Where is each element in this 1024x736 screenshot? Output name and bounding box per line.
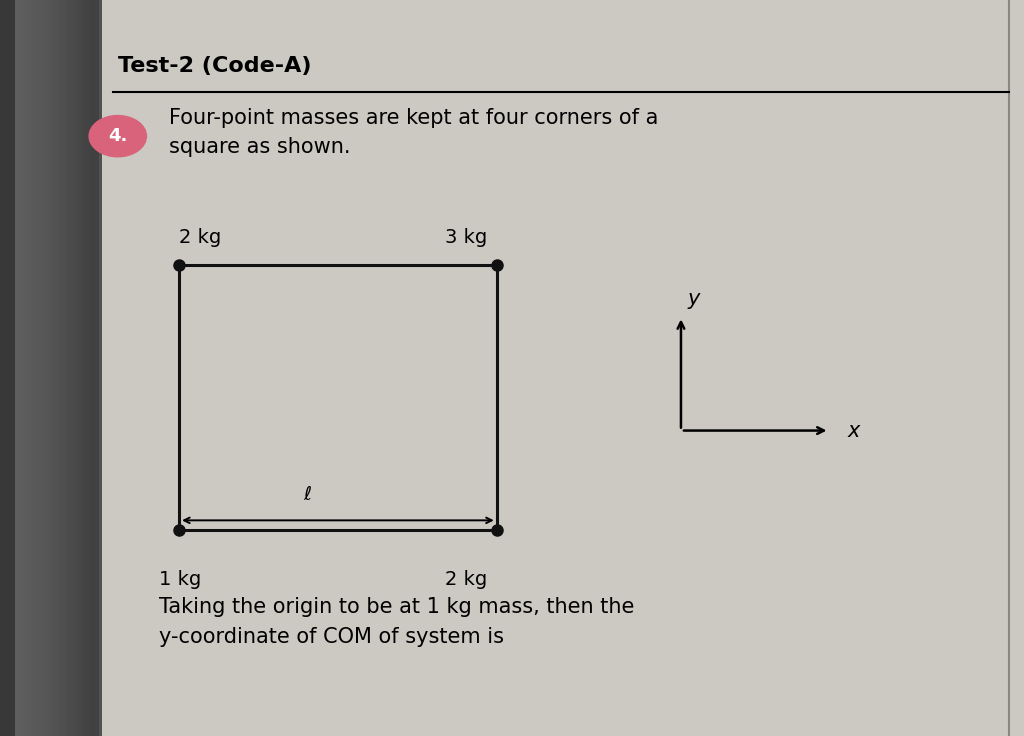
Bar: [0, 0, 31, 736]
Bar: [0, 0, 102, 736]
Bar: [0, 0, 41, 736]
Bar: [0, 0, 54, 736]
Bar: [0, 0, 69, 736]
Bar: [0, 0, 38, 736]
Text: Four-point masses are kept at four corners of a: Four-point masses are kept at four corne…: [169, 107, 658, 128]
Bar: [0, 0, 28, 736]
Bar: [0, 0, 10, 736]
Bar: [0, 0, 17, 736]
Bar: [0, 0, 75, 736]
Text: 3 kg: 3 kg: [445, 227, 487, 247]
Bar: [0, 0, 79, 736]
Text: y-coordinate of COM of system is: y-coordinate of COM of system is: [159, 626, 504, 647]
Bar: [0, 0, 3, 736]
Bar: [0, 0, 95, 736]
Bar: [0, 0, 61, 736]
Bar: [0, 0, 34, 736]
Bar: [0, 0, 85, 736]
Text: 1 kg: 1 kg: [159, 570, 201, 590]
Bar: [0, 0, 82, 736]
Text: x: x: [848, 420, 860, 441]
Text: 2 kg: 2 kg: [179, 227, 221, 247]
Bar: [0, 0, 20, 736]
Text: Test-2 (Code-A): Test-2 (Code-A): [118, 56, 311, 77]
Bar: [0, 0, 58, 736]
Bar: [0, 0, 44, 736]
Bar: [0, 0, 51, 736]
Bar: [0, 0, 92, 736]
Text: y: y: [687, 289, 699, 309]
Text: $\ell$: $\ell$: [303, 485, 311, 504]
Bar: [0, 0, 89, 736]
Bar: [0, 0, 24, 736]
Bar: [0, 0, 13, 736]
Circle shape: [89, 116, 146, 157]
Bar: [0, 0, 65, 736]
Bar: [0, 0, 7, 736]
Bar: [0, 0, 99, 736]
Text: square as shown.: square as shown.: [169, 137, 350, 158]
Text: 2 kg: 2 kg: [445, 570, 487, 590]
Text: 4.: 4.: [109, 127, 127, 145]
Bar: [0, 0, 48, 736]
Bar: [0, 0, 15, 736]
Text: Taking the origin to be at 1 kg mass, then the: Taking the origin to be at 1 kg mass, th…: [159, 597, 634, 618]
Bar: [0, 0, 72, 736]
